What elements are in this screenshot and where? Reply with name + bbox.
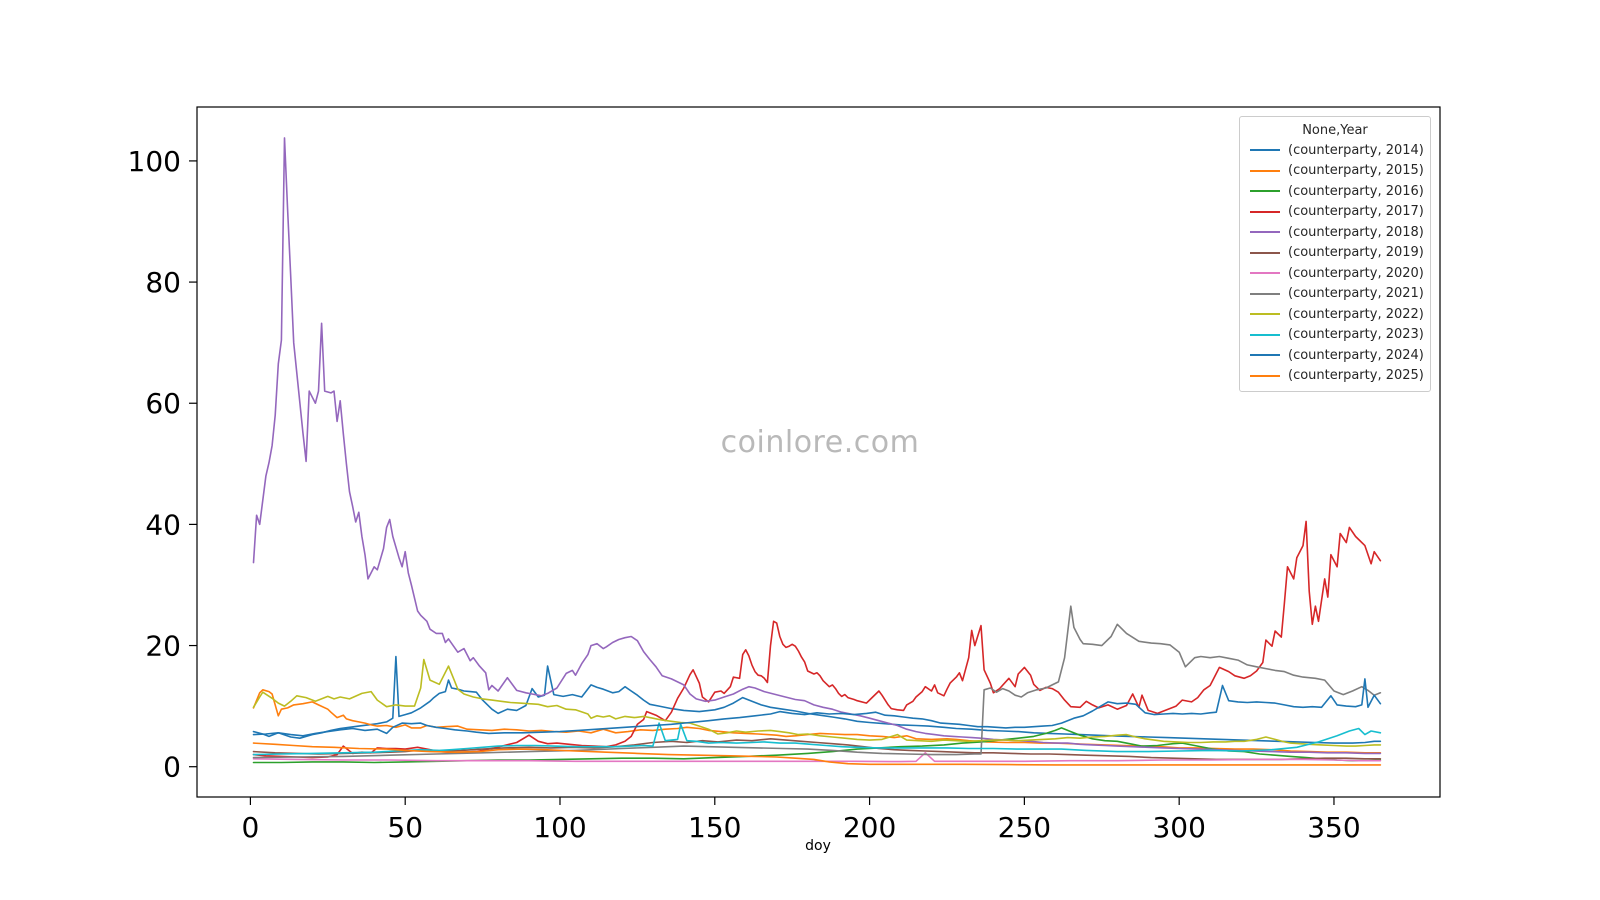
series-line-2015: [252, 688, 1382, 754]
y-tick-label: 20: [145, 630, 181, 663]
legend-item-2024: (counterparty, 2024): [1246, 345, 1424, 366]
series-line-2014: [252, 655, 1382, 744]
legend-title: None,Year: [1302, 123, 1368, 138]
legend-item-label: (counterparty, 2017): [1288, 204, 1424, 220]
x-tick-label: 350: [1307, 811, 1360, 844]
series-line-2025: [252, 742, 1382, 766]
axes-frame: [196, 106, 1441, 798]
legend-item-label: (counterparty, 2019): [1288, 245, 1424, 261]
legend-item-2025: (counterparty, 2025): [1246, 366, 1424, 387]
legend-line-swatch: [1250, 190, 1280, 193]
legend-item-2017: (counterparty, 2017): [1246, 202, 1424, 223]
y-tick-label: 80: [145, 266, 181, 299]
x-tick-label: 200: [843, 811, 896, 844]
legend-line-swatch: [1250, 231, 1280, 234]
series-line-2021: [252, 605, 1382, 759]
series-line-2017: [252, 520, 1382, 759]
legend-item-label: (counterparty, 2020): [1288, 265, 1424, 281]
series-line-2024: [252, 678, 1382, 737]
legend-line-swatch: [1250, 313, 1280, 316]
legend-line-swatch: [1250, 333, 1280, 336]
legend-item-2019: (counterparty, 2019): [1246, 243, 1424, 264]
legend-item-2015: (counterparty, 2015): [1246, 161, 1424, 182]
x-axis-label: doy: [805, 838, 831, 854]
series-line-2020: [252, 751, 1382, 763]
series-line-2019: [252, 737, 1382, 761]
x-tick-label: 250: [998, 811, 1051, 844]
legend-line-swatch: [1250, 272, 1280, 275]
x-tick-label: 0: [241, 811, 259, 844]
legend-item-2022: (counterparty, 2022): [1246, 304, 1424, 325]
y-tick-label: 60: [145, 387, 181, 420]
legend-item-label: (counterparty, 2016): [1288, 183, 1424, 199]
legend-item-label: (counterparty, 2014): [1288, 142, 1424, 158]
legend-item-label: (counterparty, 2022): [1288, 306, 1424, 322]
x-tick-label: 300: [1152, 811, 1205, 844]
legend-items: (counterparty, 2014) (counterparty, 2015)…: [1246, 140, 1424, 386]
legend-line-swatch: [1250, 292, 1280, 295]
y-tick-label: 40: [145, 508, 181, 541]
legend-item-2020: (counterparty, 2020): [1246, 263, 1424, 284]
series-line-2023: [252, 722, 1382, 756]
watermark: coinlore.com: [720, 425, 920, 460]
legend: None,Year (counterparty, 2014) (counterpa…: [1239, 116, 1431, 392]
x-tick-label: 100: [533, 811, 586, 844]
legend-item-2016: (counterparty, 2016): [1246, 181, 1424, 202]
legend-line-swatch: [1250, 169, 1280, 172]
legend-item-label: (counterparty, 2025): [1288, 368, 1424, 384]
legend-line-swatch: [1250, 210, 1280, 213]
legend-line-swatch: [1250, 374, 1280, 377]
legend-item-2018: (counterparty, 2018): [1246, 222, 1424, 243]
series-line-2022: [252, 658, 1382, 747]
legend-item-label: (counterparty, 2018): [1288, 224, 1424, 240]
x-tick-label: 150: [688, 811, 741, 844]
legend-line-swatch: [1250, 149, 1280, 152]
legend-item-label: (counterparty, 2021): [1288, 286, 1424, 302]
legend-line-swatch: [1250, 354, 1280, 357]
legend-line-swatch: [1250, 251, 1280, 254]
y-tick-label: 100: [128, 145, 181, 178]
legend-item-label: (counterparty, 2024): [1288, 347, 1424, 363]
legend-item-label: (counterparty, 2023): [1288, 327, 1424, 343]
legend-item-2014: (counterparty, 2014): [1246, 140, 1424, 161]
legend-item-label: (counterparty, 2015): [1288, 163, 1424, 179]
legend-item-2023: (counterparty, 2023): [1246, 325, 1424, 346]
y-tick-label: 0: [163, 751, 181, 784]
legend-item-2021: (counterparty, 2021): [1246, 284, 1424, 305]
x-tick-label: 50: [387, 811, 423, 844]
